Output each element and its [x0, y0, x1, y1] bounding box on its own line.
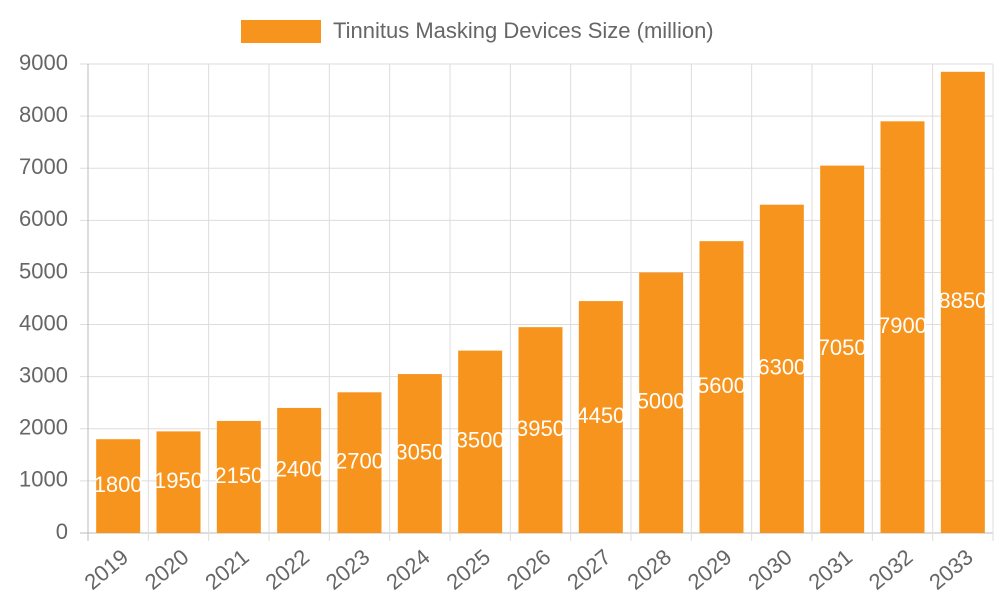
y-tick-label: 1000 — [19, 467, 68, 492]
bar — [639, 272, 684, 533]
y-tick-label: 2000 — [19, 415, 68, 440]
data-label: 1950 — [154, 468, 203, 493]
bar — [880, 121, 925, 534]
x-tick-label: 2033 — [924, 544, 978, 595]
x-tick-label: 2032 — [864, 544, 918, 595]
data-label: 4450 — [576, 403, 625, 428]
x-tick-label: 2029 — [683, 544, 737, 595]
y-tick-label: 0 — [56, 519, 68, 544]
bar — [940, 71, 985, 534]
x-tick-label: 2024 — [381, 544, 435, 595]
data-label: 8850 — [938, 288, 987, 313]
bar — [337, 392, 382, 533]
x-tick-label: 2028 — [623, 544, 677, 595]
x-tick-label: 2021 — [200, 544, 254, 595]
x-tick-label: 2019 — [80, 544, 134, 595]
bar — [216, 420, 261, 533]
bar — [458, 350, 503, 533]
bar — [96, 439, 141, 533]
data-label: 2150 — [214, 463, 263, 488]
data-label: 3500 — [456, 428, 505, 453]
bar — [578, 301, 623, 533]
x-tick-label: 2031 — [804, 544, 858, 595]
data-label: 5000 — [637, 389, 686, 414]
data-label: 2700 — [335, 448, 384, 473]
legend-swatch — [241, 20, 321, 43]
data-label: 1800 — [94, 472, 143, 497]
x-tick-label: 2026 — [502, 544, 556, 595]
bar — [277, 407, 322, 533]
data-label: 6300 — [757, 355, 806, 380]
x-tick-label: 2025 — [442, 544, 496, 595]
y-tick-label: 5000 — [19, 258, 68, 283]
bar — [820, 165, 865, 533]
y-tick-label: 9000 — [19, 50, 68, 75]
legend-label: Tinnitus Masking Devices Size (million) — [333, 18, 714, 43]
y-tick-label: 8000 — [19, 102, 68, 127]
y-tick-label: 4000 — [19, 310, 68, 335]
y-tick-label: 3000 — [19, 362, 68, 387]
y-tick-label: 7000 — [19, 154, 68, 179]
bar — [518, 327, 563, 533]
x-tick-label: 2023 — [321, 544, 375, 595]
data-label: 3950 — [516, 416, 565, 441]
data-label: 5600 — [697, 373, 746, 398]
bar — [397, 374, 442, 533]
bar — [699, 241, 744, 533]
data-label: 3050 — [395, 439, 444, 464]
x-tick-label: 2030 — [743, 544, 797, 595]
y-tick-label: 6000 — [19, 206, 68, 231]
x-tick-label: 2027 — [562, 544, 616, 595]
x-tick-label: 2022 — [261, 544, 315, 595]
data-label: 7050 — [818, 335, 867, 360]
bar — [759, 204, 804, 533]
x-tick-label: 2020 — [140, 544, 194, 595]
bar — [156, 431, 201, 533]
data-label: 2400 — [275, 456, 324, 481]
data-label: 7900 — [878, 313, 927, 338]
